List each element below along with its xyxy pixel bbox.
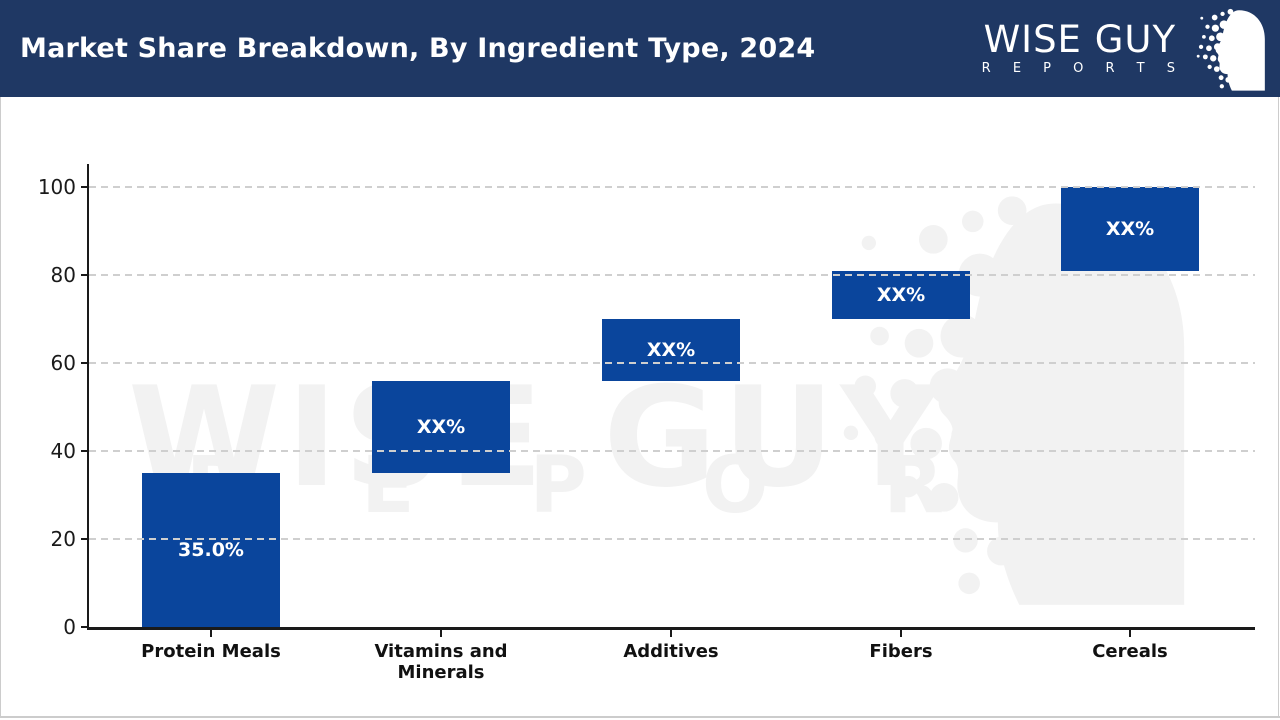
brand-logo-text: WISE GUY R E P O R T S — [976, 21, 1184, 76]
y-axis-tick-label: 0 — [63, 615, 76, 639]
right-edge-line — [1278, 97, 1279, 718]
gridline — [89, 450, 1255, 452]
y-axis-line — [87, 164, 89, 629]
gridline — [89, 186, 1255, 188]
y-axis-tick-label: 80 — [50, 263, 76, 287]
bar-value-label: XX% — [646, 338, 696, 361]
gridline — [89, 362, 1255, 364]
y-axis-tick-label: 40 — [50, 439, 76, 463]
bar-segment: XX% — [602, 319, 740, 381]
y-axis-tick-mark — [81, 538, 88, 540]
y-axis-tick-mark — [81, 450, 88, 452]
x-axis-tick-mark — [440, 629, 442, 637]
x-axis-category-label: Vitamins and Minerals — [374, 641, 508, 684]
y-axis-tick-label: 60 — [50, 351, 76, 375]
x-axis-tick-mark — [900, 629, 902, 637]
gridline — [89, 274, 1255, 276]
x-axis-category-label: Additives — [623, 641, 719, 662]
brand-subname: R E P O R T S — [981, 61, 1184, 76]
brand-logo: WISE GUY R E P O R T S — [976, 0, 1272, 97]
header-bar: Market Share Breakdown, By Ingredient Ty… — [0, 0, 1280, 97]
brand-head-icon — [1196, 8, 1265, 91]
y-axis-tick-mark — [81, 362, 88, 364]
x-axis-category-label: Protein Meals — [141, 641, 281, 662]
y-axis-tick-mark — [81, 186, 88, 188]
x-axis-tick-mark — [670, 629, 672, 637]
bar-value-label: XX% — [416, 415, 466, 438]
bar-segment: 35.0% — [142, 473, 280, 627]
bar-value-label: 35.0% — [178, 539, 244, 561]
y-axis-tick-mark — [81, 274, 88, 276]
bar-value-label: XX% — [1105, 217, 1155, 240]
bar-segment: XX% — [832, 270, 970, 319]
left-edge-line — [0, 97, 1, 718]
y-axis-tick-label: 100 — [37, 175, 76, 199]
bar-value-label: XX% — [876, 283, 926, 306]
brand-name: WISE GUY — [983, 18, 1177, 61]
x-axis-tick-mark — [1129, 629, 1131, 637]
gridline — [89, 538, 1255, 540]
x-axis-line — [87, 627, 1255, 630]
x-axis-category-label: Fibers — [869, 641, 933, 662]
page-title: Market Share Breakdown, By Ingredient Ty… — [20, 33, 816, 64]
x-axis-tick-mark — [210, 629, 212, 637]
y-axis-tick-mark — [81, 626, 88, 628]
x-axis-category-label: Cereals — [1092, 641, 1168, 662]
bar-segment: XX% — [372, 380, 510, 473]
bottom-edge-line — [0, 716, 1280, 718]
bar-segment: XX% — [1061, 187, 1199, 271]
y-axis-tick-label: 20 — [50, 527, 76, 551]
